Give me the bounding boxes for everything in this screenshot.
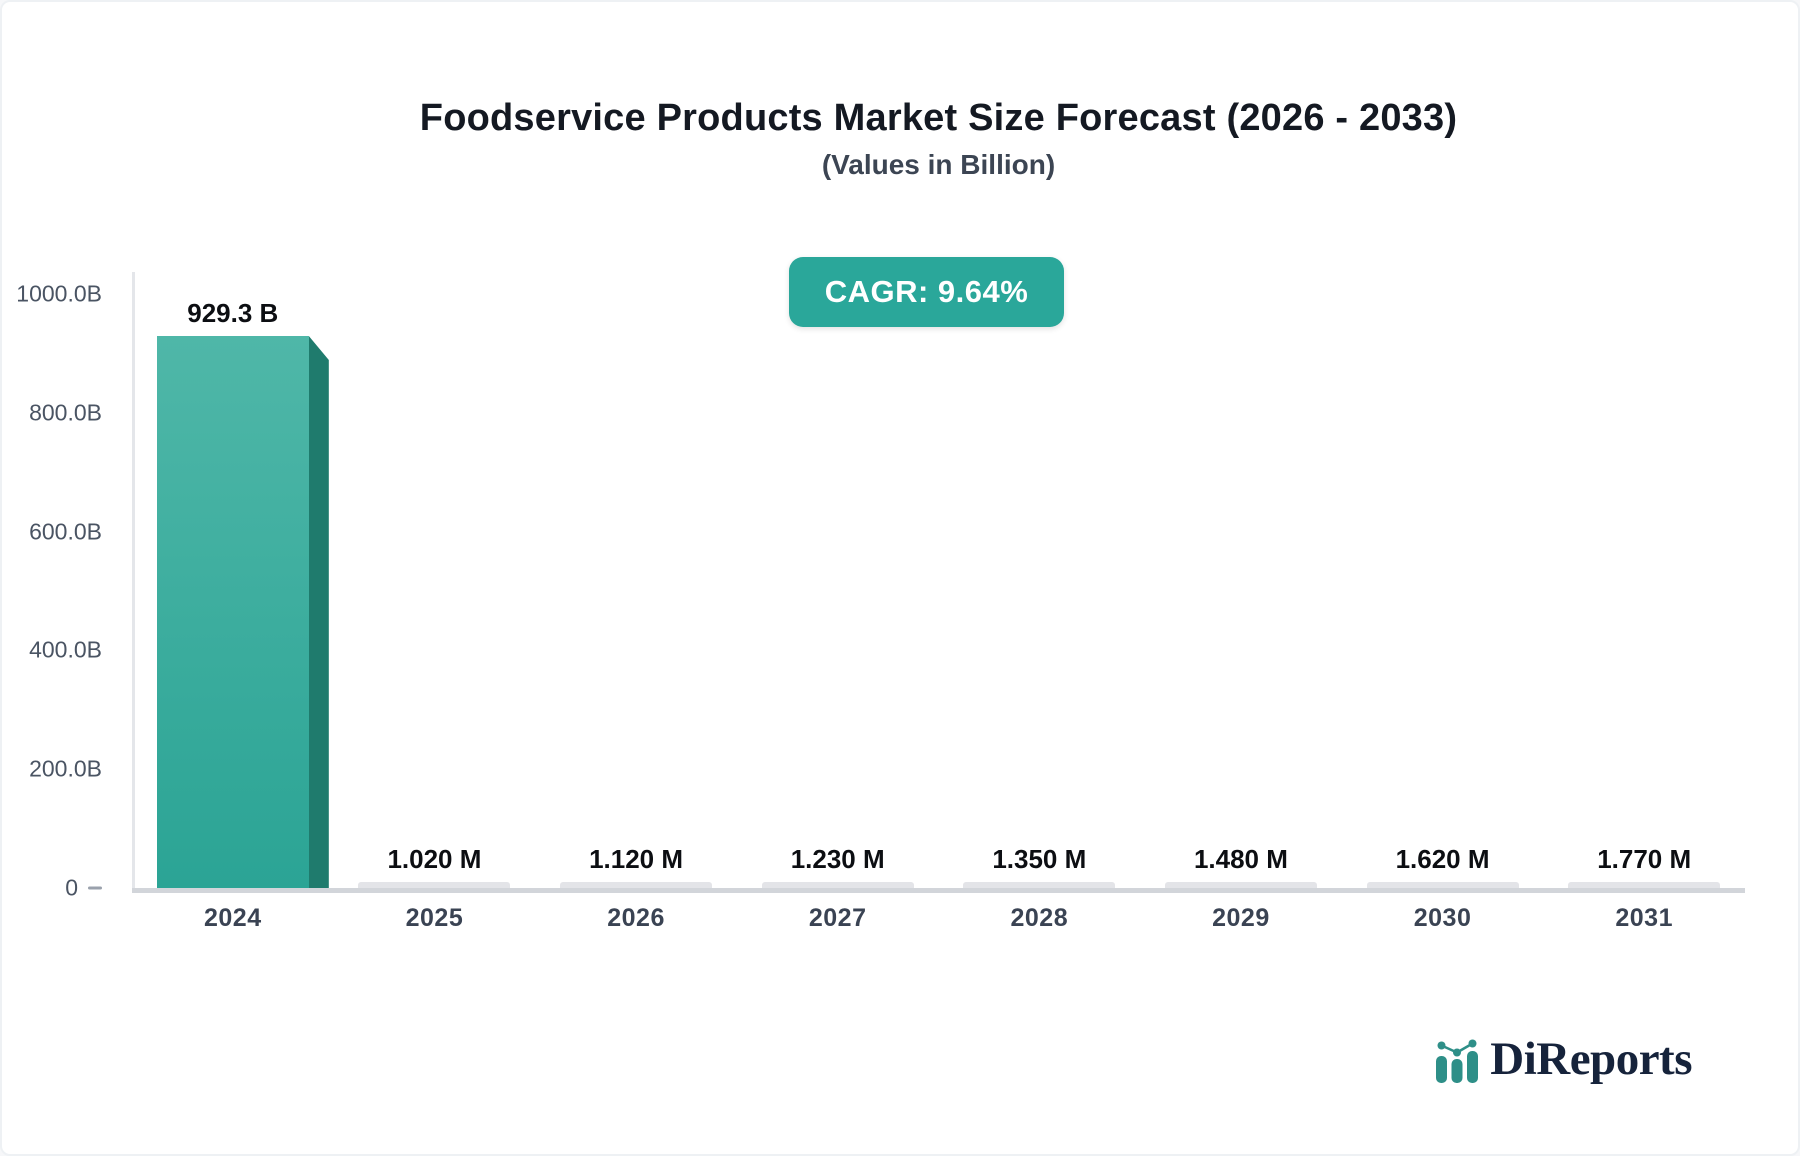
bar-side bbox=[308, 336, 329, 888]
x-label-2029: 2029 bbox=[1212, 904, 1270, 932]
direports-logo: DiReports bbox=[1435, 1028, 1692, 1090]
bar-face bbox=[156, 336, 309, 888]
logo-text: DiReports bbox=[1490, 1033, 1692, 1085]
bar-value-label: 1.120 M bbox=[589, 844, 684, 874]
bar-column-2025: 1.020 M bbox=[334, 294, 536, 888]
bar-value-label: 1.480 M bbox=[1193, 844, 1288, 874]
bar-column-2027: 1.230 M bbox=[737, 294, 939, 888]
y-tick-label-zero: 0 bbox=[65, 875, 102, 902]
bar-value-label: 1.350 M bbox=[992, 844, 1087, 874]
y-tick-label: 600.0B bbox=[29, 518, 102, 545]
y-tick-label: 1000.0B bbox=[16, 280, 102, 307]
y-axis-ticks: 1000.0B 800.0B 600.0B 400.0B 200.0B 0 bbox=[7, 281, 102, 901]
x-label-2028: 2028 bbox=[1010, 904, 1069, 932]
bar-face bbox=[761, 882, 914, 888]
bar-face bbox=[963, 882, 1116, 888]
y-tick-label: 400.0B bbox=[29, 636, 102, 663]
bar-line-chart-icon bbox=[1436, 1039, 1479, 1083]
bar-2026 bbox=[560, 882, 713, 888]
x-label-2025: 2025 bbox=[405, 904, 464, 932]
bar-face bbox=[560, 882, 713, 888]
chart-title: Foodservice Products Market Size Forecas… bbox=[419, 97, 1458, 139]
chart-subtitle: (Values in Billion) bbox=[821, 149, 1056, 180]
zero-tick-mark bbox=[88, 886, 102, 890]
bar-column-2024: 929.3 B bbox=[132, 294, 334, 888]
bar-value-label: 1.770 M bbox=[1597, 844, 1692, 874]
bar-face bbox=[1366, 882, 1519, 888]
bar-2024 bbox=[156, 336, 329, 888]
bar-value-label: 1.020 M bbox=[387, 844, 482, 874]
bar-value-label: 1.620 M bbox=[1395, 844, 1490, 874]
cagr-badge-row: CAGR: 9.64% bbox=[132, 257, 1745, 327]
x-label-2027: 2027 bbox=[808, 904, 867, 932]
x-label-2031: 2031 bbox=[1615, 904, 1673, 932]
bar-column-2028: 1.350 M bbox=[939, 294, 1141, 888]
bar-value-label: 929.3 B bbox=[187, 298, 279, 328]
y-axis-line bbox=[132, 272, 135, 888]
y-tick-label: 800.0B bbox=[29, 399, 102, 426]
bar-2028 bbox=[963, 882, 1116, 888]
bar-face bbox=[358, 882, 511, 888]
bar-2027 bbox=[761, 882, 914, 888]
bar-2031 bbox=[1568, 882, 1721, 888]
plot-area: 1000.0B 800.0B 600.0B 400.0B 200.0B 0 92… bbox=[16, 272, 1745, 932]
x-axis-labels: 2024 2025 2026 2027 2028 2029 2030 2031 bbox=[132, 904, 1745, 933]
bar-face bbox=[1568, 882, 1721, 888]
y-tick-label: 200.0B bbox=[29, 755, 102, 782]
bar-column-2030: 1.620 M bbox=[1342, 294, 1544, 888]
bar-columns: 929.3 B 1.020 M 1.120 M bbox=[132, 294, 1745, 888]
x-label-2024: 2024 bbox=[204, 904, 262, 932]
x-label-2030: 2030 bbox=[1413, 904, 1472, 932]
x-axis-line bbox=[132, 888, 1745, 893]
bar-column-2029: 1.480 M bbox=[1140, 294, 1342, 888]
bar-value-label: 1.230 M bbox=[790, 844, 885, 874]
bar-2025 bbox=[358, 882, 511, 888]
bar-2029 bbox=[1164, 882, 1317, 888]
bar-column-2031: 1.770 M bbox=[1543, 294, 1745, 888]
x-label-2026: 2026 bbox=[607, 904, 665, 932]
bar-column-2026: 1.120 M bbox=[535, 294, 737, 888]
cagr-badge: CAGR: 9.64% bbox=[788, 257, 1065, 327]
bar-2030 bbox=[1366, 882, 1519, 888]
bar-face bbox=[1164, 882, 1317, 888]
